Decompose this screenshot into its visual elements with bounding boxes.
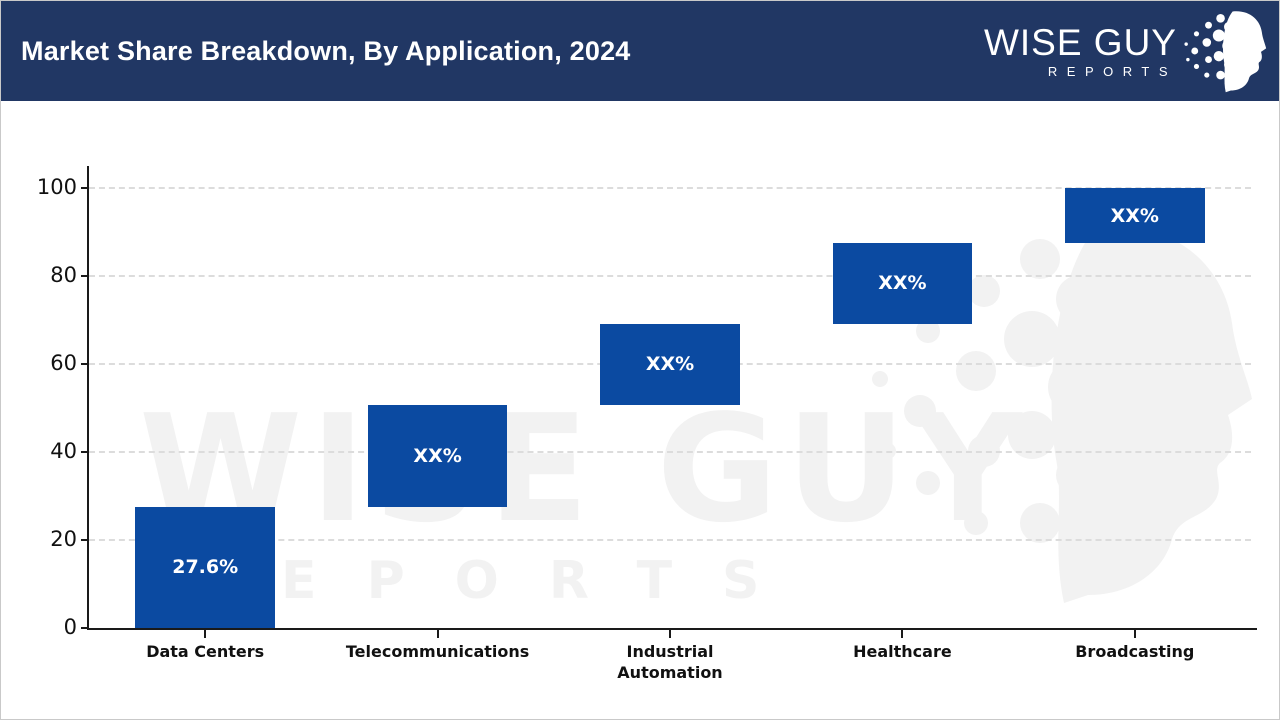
bar-data-centers: 27.6% [135, 506, 275, 628]
x-tick-2 [669, 630, 671, 638]
x-tick-3 [901, 630, 904, 638]
y-tick-80 [81, 275, 89, 277]
y-tick-label-100: 100 [36, 175, 77, 199]
brand-logo: WISE GUY REPORTS [984, 7, 1279, 95]
logo-head-icon [1184, 11, 1267, 93]
y-tick-0 [81, 627, 89, 629]
gridline-20 [89, 539, 1251, 541]
bar-healthcare: XX% [832, 243, 973, 324]
bar-value-label: XX% [878, 272, 927, 295]
y-tick-60 [81, 363, 89, 365]
bar-value-label: XX% [413, 444, 462, 467]
y-tick-label-20: 20 [50, 527, 77, 551]
bar-value-label: 27.6% [172, 556, 239, 579]
y-tick-label-60: 60 [50, 351, 77, 375]
watermark-head-icon [872, 226, 1252, 603]
chart-area: WISE GUY REPORTS 0 20 40 60 80 100 27.6% Data C… [1, 101, 1279, 719]
x-tick-label-3: Healthcare [853, 642, 952, 661]
gridline-100 [89, 187, 1251, 189]
bar-value-label: XX% [645, 353, 695, 376]
x-tick-label-4: Broadcasting [1075, 642, 1195, 661]
logo-wordmark: WISE GUY [983, 21, 1177, 63]
gridline-40 [89, 451, 1251, 453]
x-tick-1 [436, 630, 439, 638]
x-tick-4 [1133, 630, 1136, 638]
logo-text: WISE GUY REPORTS [984, 24, 1177, 79]
bar-industrial-automation: XX% [600, 323, 740, 405]
bar-value-label: XX% [1110, 204, 1159, 227]
logo-subtitle: REPORTS [1047, 63, 1177, 79]
y-tick-20 [81, 539, 89, 541]
y-tick-label-0: 0 [63, 615, 77, 639]
x-tick-label-2: Industrial Automation [617, 642, 723, 682]
watermark-wordmark: WISE GUY [139, 383, 1030, 555]
gridline-80 [89, 275, 1251, 277]
page-title: Market Share Breakdown, By Application, … [21, 35, 631, 66]
y-tick-40 [81, 451, 89, 453]
bar-telecommunications: XX% [367, 404, 508, 507]
bar-broadcasting: XX% [1065, 188, 1205, 243]
y-tick-100 [81, 187, 89, 189]
x-tick-0 [204, 630, 207, 638]
y-tick-label-80: 80 [50, 263, 77, 287]
header: Market Share Breakdown, By Application, … [1, 1, 1279, 101]
x-tick-label-1: Telecommunications [345, 642, 530, 661]
y-axis-line [87, 166, 89, 630]
x-axis-line [87, 628, 1257, 630]
x-tick-label-0: Data Centers [146, 642, 265, 661]
watermark-subtitle: REPORTS [191, 551, 810, 611]
y-tick-label-40: 40 [50, 439, 77, 463]
